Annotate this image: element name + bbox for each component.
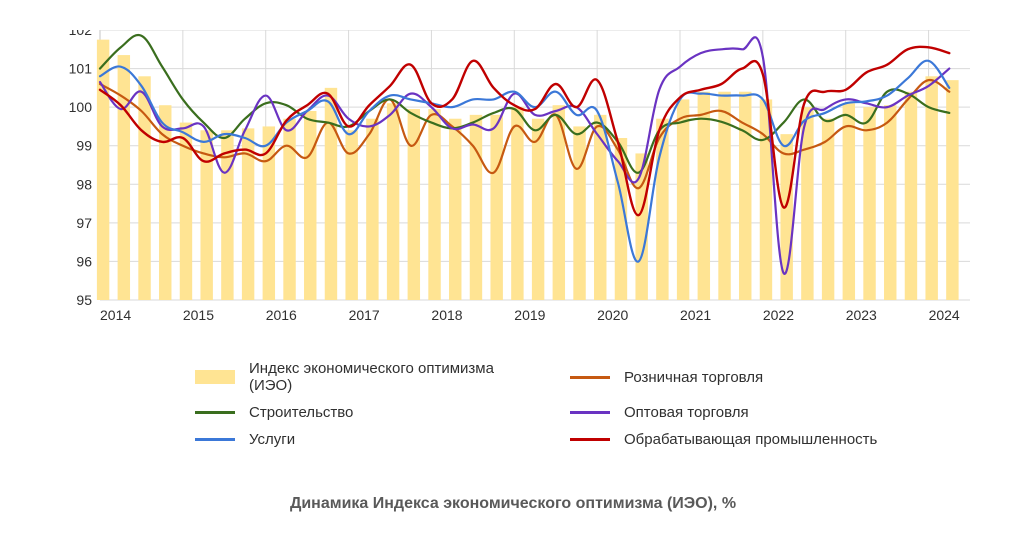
bar (263, 126, 275, 300)
legend-label: Индекс экономического оптимизма (ИЭО) (249, 360, 540, 394)
bar (511, 107, 523, 300)
legend-label: Обрабатывающая промышленность (624, 431, 877, 448)
svg-text:2018: 2018 (431, 307, 462, 323)
bar (843, 103, 855, 300)
chart-area: 95 96 97 98 99 100 101 102 2014 2015 2016 2017 2018 2… (55, 30, 980, 335)
bar (780, 134, 792, 300)
bar (863, 107, 875, 300)
legend-item-services: Услуги (195, 431, 540, 448)
legend-swatch-line (195, 438, 235, 441)
svg-text:98: 98 (76, 176, 92, 192)
legend-swatch-line (570, 376, 610, 379)
chart-svg: 95 96 97 98 99 100 101 102 2014 2015 2016 2017 2018 2… (55, 30, 980, 330)
svg-text:2024: 2024 (929, 307, 960, 323)
legend-swatch-line (570, 411, 610, 414)
svg-text:97: 97 (76, 215, 92, 231)
bar (118, 55, 130, 300)
legend-item-manufacturing: Обрабатывающая промышленность (570, 431, 915, 448)
legend-swatch-line (570, 438, 610, 441)
bar (428, 109, 440, 300)
legend-label: Строительство (249, 404, 353, 421)
svg-text:96: 96 (76, 253, 92, 269)
legend-label: Розничная торговля (624, 369, 763, 386)
bar (905, 92, 917, 300)
svg-text:2014: 2014 (100, 307, 131, 323)
legend-swatch-bar (195, 370, 235, 384)
bar (573, 126, 585, 300)
legend-label: Услуги (249, 431, 295, 448)
svg-text:100: 100 (69, 99, 93, 115)
legend-item-retail: Розничная торговля (570, 360, 915, 394)
bar (698, 92, 710, 300)
bar (304, 111, 316, 300)
chart-caption: Динамика Индекса экономического оптимизм… (290, 495, 736, 512)
svg-text:99: 99 (76, 138, 92, 154)
svg-text:2020: 2020 (597, 307, 628, 323)
svg-text:101: 101 (69, 61, 93, 77)
legend: Индекс экономического оптимизма (ИЭО) Роз… (195, 360, 915, 448)
bar (884, 105, 896, 300)
legend-swatch-line (195, 411, 235, 414)
bar (449, 119, 461, 300)
bar (387, 103, 399, 300)
svg-text:2017: 2017 (349, 307, 380, 323)
bar (470, 115, 482, 300)
bar (677, 99, 689, 300)
bar (325, 88, 337, 300)
svg-text:2015: 2015 (183, 307, 214, 323)
bar (97, 40, 109, 300)
svg-text:2022: 2022 (763, 307, 794, 323)
bar (822, 119, 834, 300)
bar (532, 119, 544, 300)
svg-text:102: 102 (69, 30, 93, 38)
svg-text:2023: 2023 (846, 307, 877, 323)
bar (490, 115, 502, 300)
svg-text:2019: 2019 (514, 307, 545, 323)
svg-text:95: 95 (76, 292, 92, 308)
legend-item-construction: Строительство (195, 404, 540, 421)
svg-text:2021: 2021 (680, 307, 711, 323)
bar (366, 119, 378, 300)
svg-text:2016: 2016 (266, 307, 297, 323)
legend-item-wholesale: Оптовая торговля (570, 404, 915, 421)
legend-item-bars: Индекс экономического оптимизма (ИЭО) (195, 360, 540, 394)
bar (345, 130, 357, 300)
legend-label: Оптовая торговля (624, 404, 749, 421)
chart-caption-wrap: Динамика Индекса экономического оптимизм… (0, 495, 1026, 513)
